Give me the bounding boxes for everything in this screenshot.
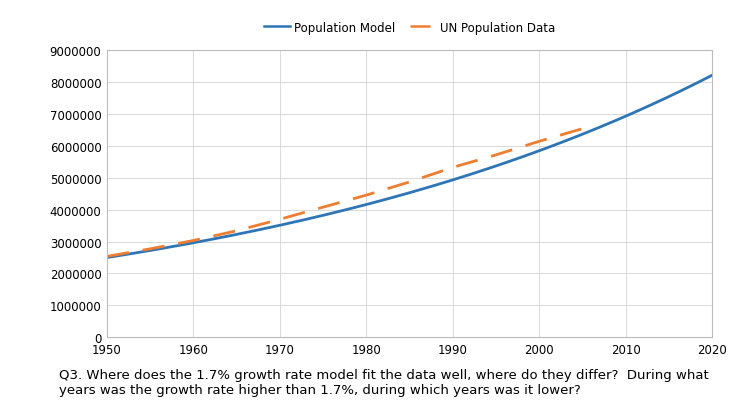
Text: Q3. Where does the 1.7% growth rate model fit the data well, where do they diffe: Q3. Where does the 1.7% growth rate mode…	[59, 368, 708, 396]
Legend: Population Model, UN Population Data: Population Model, UN Population Data	[259, 17, 560, 39]
